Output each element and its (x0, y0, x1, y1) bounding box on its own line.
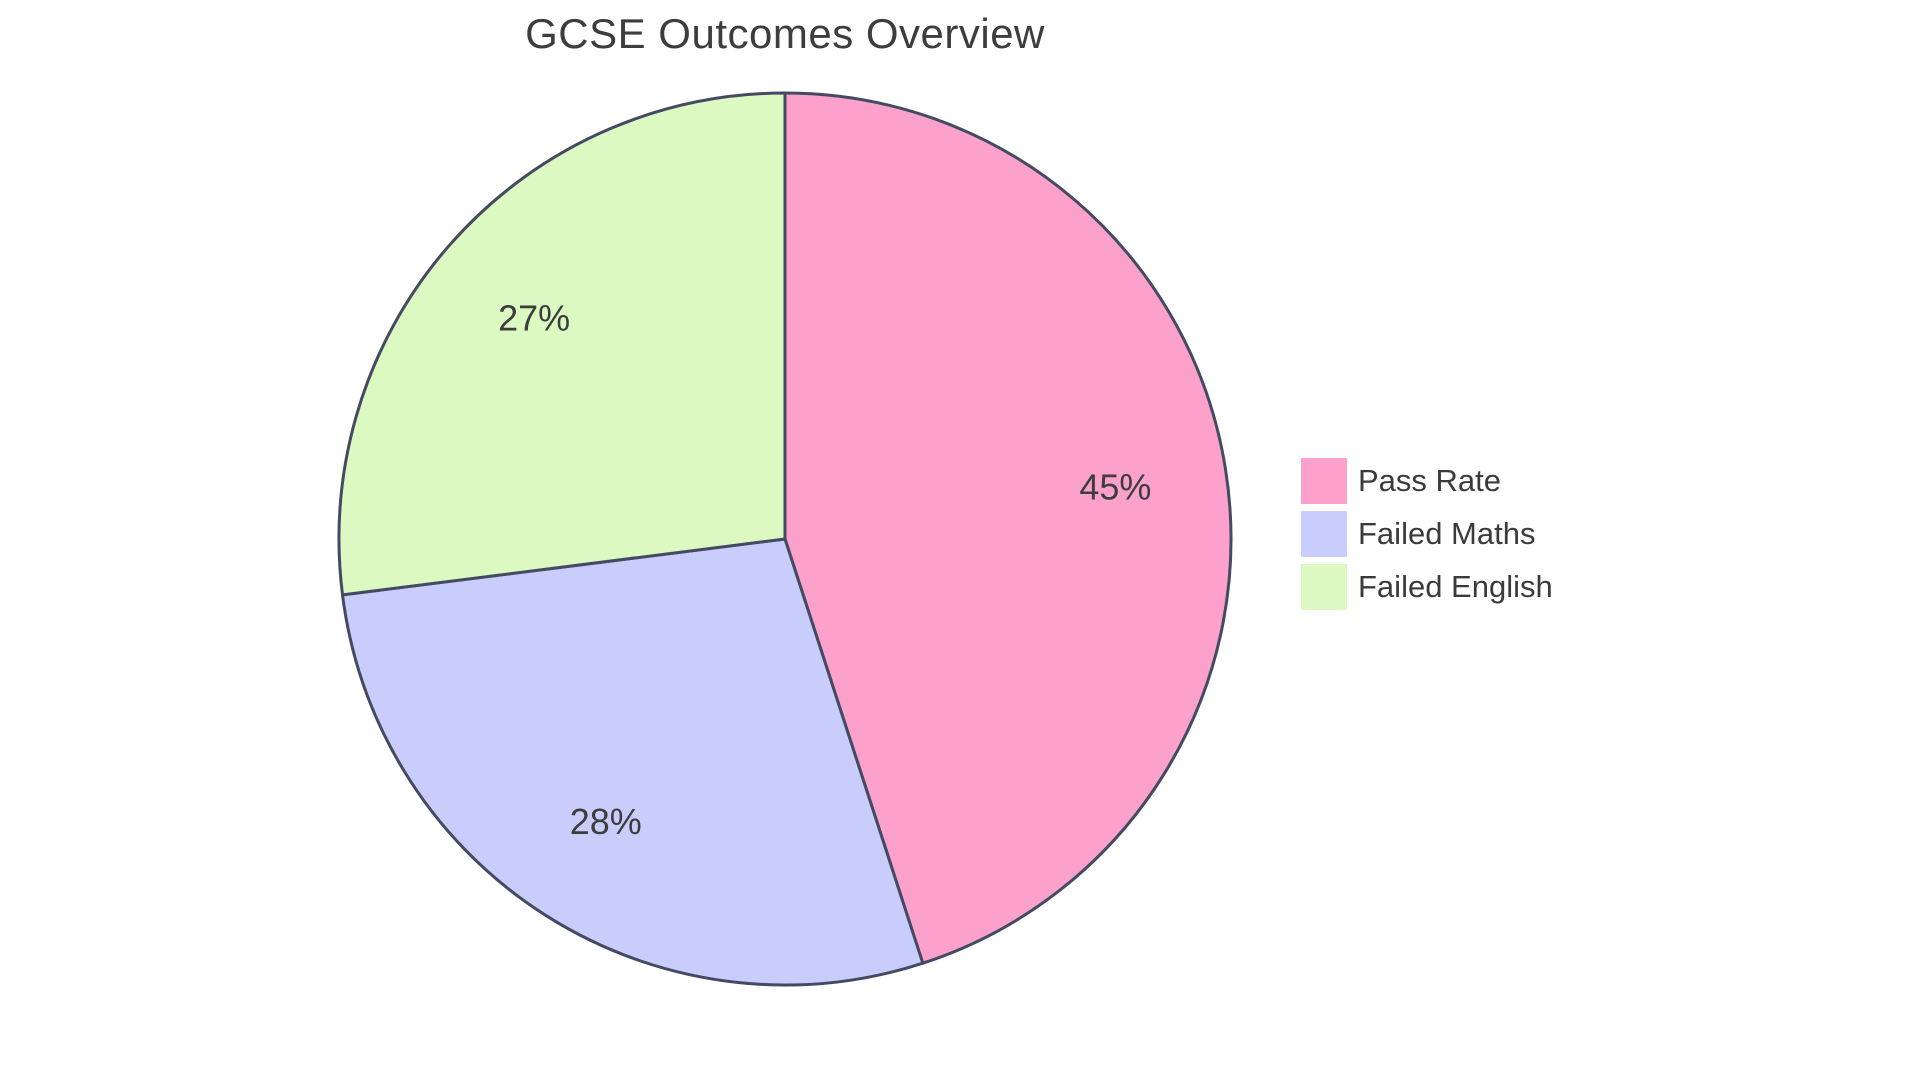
pie-slice-percent-failed-maths: 28% (570, 801, 642, 842)
legend-label: Failed Maths (1358, 516, 1536, 551)
pie-slice-failed-maths (341, 537, 925, 987)
legend-label: Pass Rate (1358, 463, 1502, 498)
pie-slice-percent-pass-rate: 45% (1079, 466, 1151, 507)
pie-slice-pass-rate (783, 91, 1233, 965)
pie-slice-failed-english (337, 91, 787, 597)
legend-swatch-failed-maths (1301, 511, 1347, 557)
legend-item-failed-english: Failed English (1301, 564, 1553, 610)
pie-slices (337, 91, 1233, 987)
legend-label: Failed English (1358, 569, 1553, 604)
legend-swatch-failed-english (1301, 564, 1347, 610)
legend-item-failed-maths: Failed Maths (1301, 511, 1553, 557)
legend-item-pass-rate: Pass Rate (1301, 458, 1553, 504)
chart-title: GCSE Outcomes Overview (525, 10, 1045, 57)
legend: Pass Rate Failed Maths Failed English (1301, 458, 1553, 610)
pie-slice-labels: 45% 28% 27% (498, 297, 1151, 842)
pie-slice-percent-failed-english: 27% (498, 297, 570, 338)
legend-swatch-pass-rate (1301, 458, 1347, 504)
